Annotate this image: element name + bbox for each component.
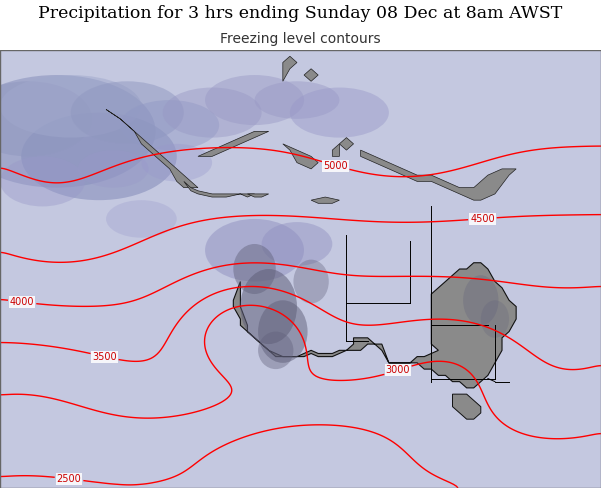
Polygon shape: [361, 150, 516, 200]
Text: 2500: 2500: [56, 474, 81, 484]
Polygon shape: [106, 109, 198, 188]
Ellipse shape: [71, 81, 184, 144]
Ellipse shape: [0, 75, 156, 188]
Text: 4500: 4500: [470, 214, 495, 224]
Ellipse shape: [261, 222, 332, 266]
Ellipse shape: [255, 81, 340, 119]
Polygon shape: [198, 131, 269, 156]
Ellipse shape: [293, 260, 329, 304]
Ellipse shape: [205, 75, 304, 125]
Ellipse shape: [106, 200, 177, 238]
Ellipse shape: [0, 75, 141, 138]
Ellipse shape: [233, 244, 276, 294]
Polygon shape: [283, 144, 318, 169]
Ellipse shape: [240, 269, 297, 344]
Polygon shape: [184, 182, 255, 197]
Ellipse shape: [258, 331, 293, 369]
Ellipse shape: [163, 87, 261, 138]
Text: Freezing level contours: Freezing level contours: [220, 32, 381, 46]
Ellipse shape: [21, 113, 177, 200]
Polygon shape: [453, 394, 481, 419]
Ellipse shape: [258, 300, 308, 363]
Ellipse shape: [205, 219, 304, 282]
Ellipse shape: [290, 87, 389, 138]
Polygon shape: [283, 56, 297, 81]
Text: 3500: 3500: [92, 352, 117, 362]
Ellipse shape: [120, 100, 219, 150]
Text: 5000: 5000: [323, 161, 348, 171]
Ellipse shape: [481, 300, 509, 338]
Polygon shape: [332, 144, 340, 156]
Text: 4000: 4000: [10, 297, 34, 307]
Ellipse shape: [0, 81, 92, 156]
Polygon shape: [340, 138, 353, 150]
Text: 3000: 3000: [386, 366, 410, 375]
Polygon shape: [233, 263, 516, 388]
Polygon shape: [248, 194, 269, 197]
Ellipse shape: [78, 150, 148, 188]
Polygon shape: [304, 69, 318, 81]
Ellipse shape: [141, 144, 212, 182]
Polygon shape: [311, 197, 340, 203]
Ellipse shape: [463, 275, 498, 325]
Ellipse shape: [0, 156, 85, 206]
Text: Precipitation for 3 hrs ending Sunday 08 Dec at 8am AWST: Precipitation for 3 hrs ending Sunday 08…: [38, 5, 563, 22]
